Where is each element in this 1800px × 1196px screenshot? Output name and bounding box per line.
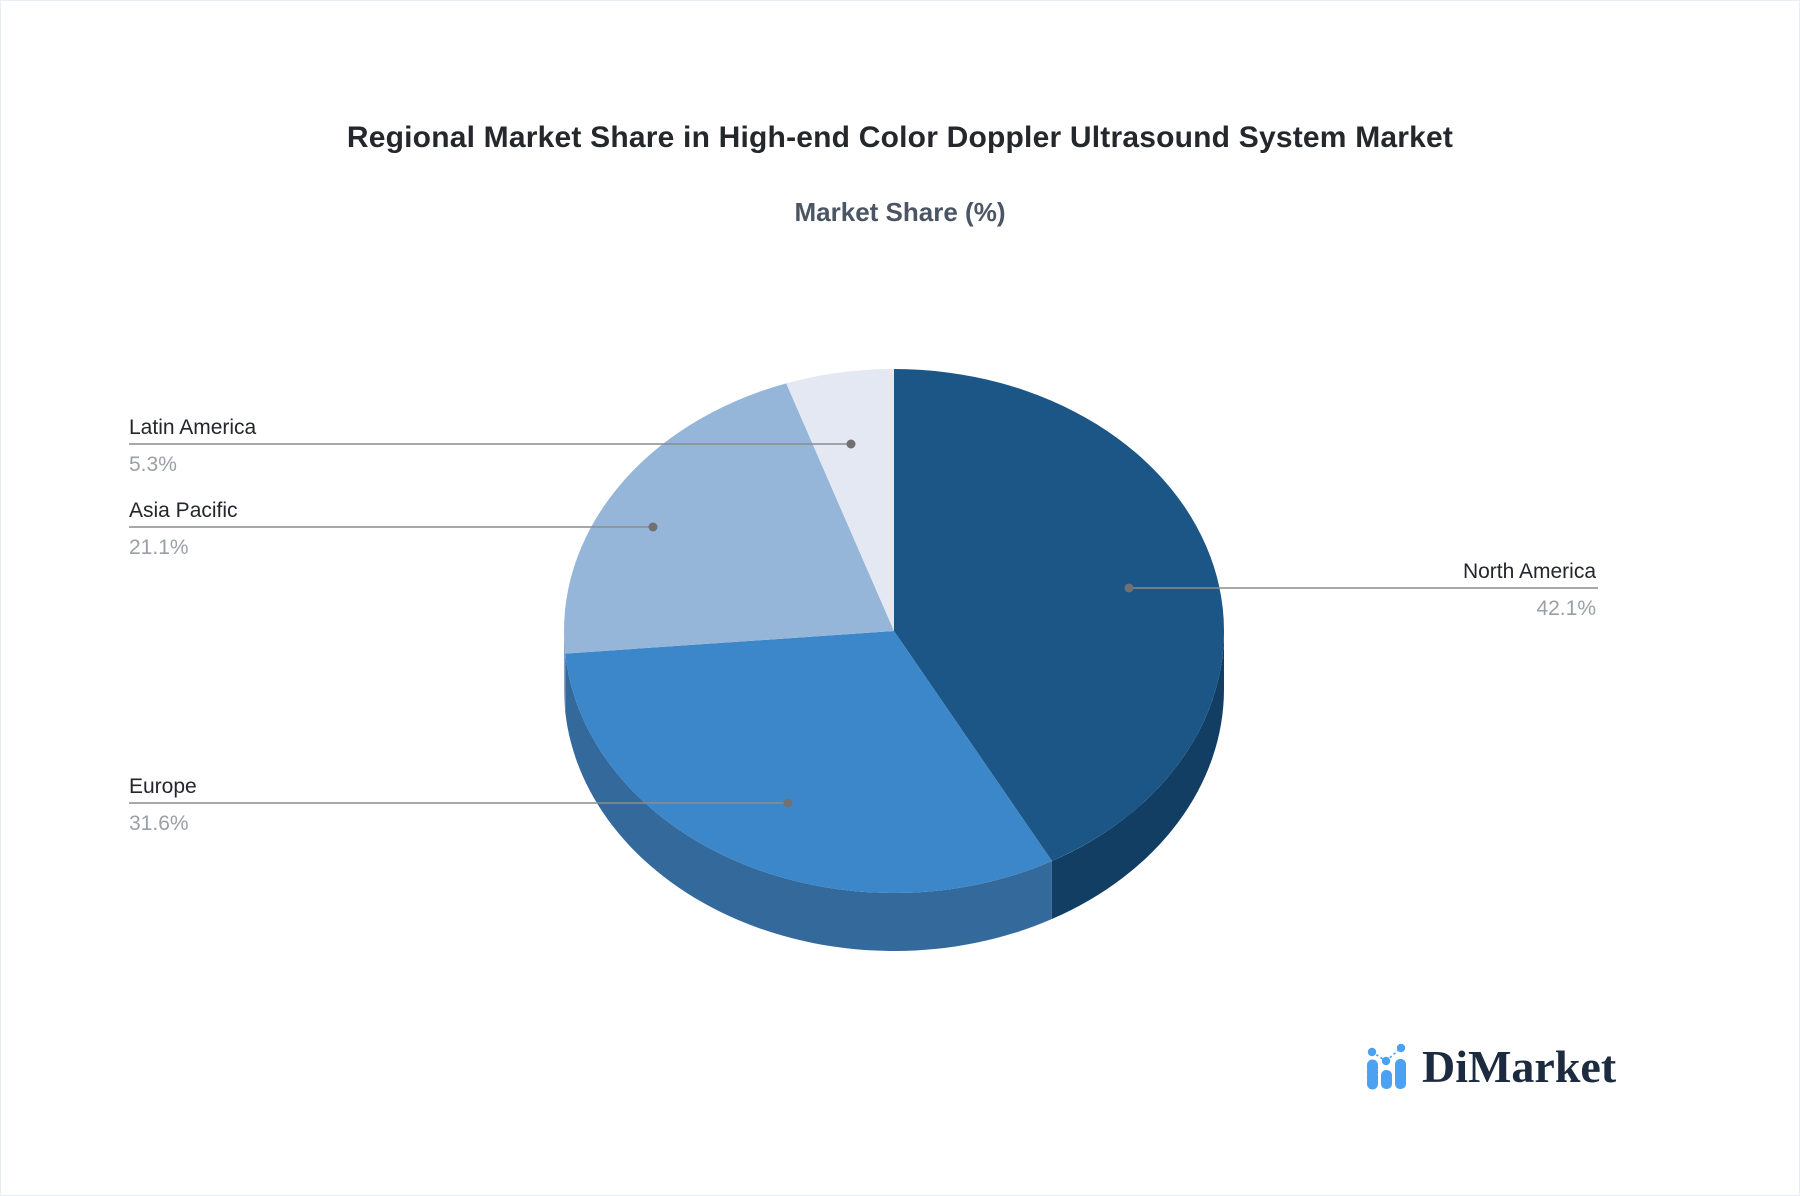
leader-dot-asia-pacific [648, 522, 658, 532]
label-north-america-name: North America [1462, 560, 1596, 583]
label-asia-pacific-value: 21.1% [129, 536, 189, 559]
label-north-america-value: 42.1% [1536, 597, 1596, 620]
label-latin-america-value: 5.3% [129, 453, 177, 476]
pie-slice-asia-pacific[interactable] [564, 383, 894, 654]
label-europe: Europe 31.6% [129, 774, 689, 836]
label-latin-america: Latin America 5.3% [129, 415, 689, 477]
pie-side-asia-pacific [564, 631, 566, 712]
mini-bar-chart-icon [1367, 1043, 1406, 1090]
pie-side-europe [565, 653, 1052, 952]
pie-side-north-america [1051, 631, 1224, 920]
chart-title: Regional Market Share in High-end Color … [346, 121, 1454, 154]
leader-dot-latin-america [846, 439, 856, 449]
label-asia-pacific: Asia Pacific 21.1% [129, 498, 689, 560]
chart-subtitle: Market Share (%) [794, 197, 1006, 227]
pie-slice-europe[interactable] [565, 631, 1052, 894]
brand-name: DiMarket [1422, 1041, 1617, 1092]
label-europe-value: 31.6% [129, 812, 189, 835]
label-north-america: North America 42.1% [1036, 559, 1596, 621]
leader-dot-north-america [1124, 583, 1134, 593]
label-asia-pacific-name: Asia Pacific [129, 499, 238, 522]
brand-logo: DiMarket [1364, 1041, 1616, 1093]
pie-slice-latin-america[interactable] [786, 369, 894, 631]
leader-dot-europe [783, 798, 793, 808]
label-europe-name: Europe [129, 775, 197, 798]
label-latin-america-name: Latin America [129, 416, 257, 439]
pie-slice-north-america[interactable] [894, 369, 1225, 862]
